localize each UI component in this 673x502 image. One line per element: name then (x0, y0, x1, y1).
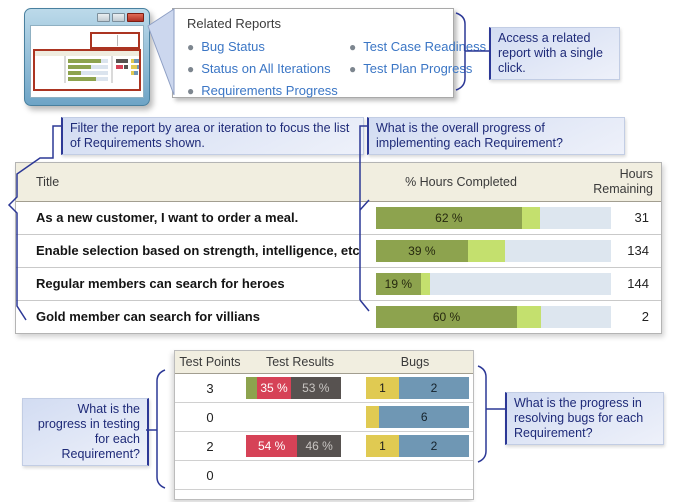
callout-access: Access a related report with a single cl… (489, 27, 620, 80)
yellow-segment: 1 (366, 435, 399, 457)
link-test-plan-progress[interactable]: Test Plan Progress (363, 61, 473, 76)
related-reports-panel: Related Reports ● Bug Status ● Status on A… (172, 8, 486, 98)
browser-content (30, 25, 144, 98)
green-segment (246, 377, 258, 399)
brace-bugs (477, 365, 487, 463)
column-bugs: Bugs (400, 355, 430, 369)
test-results-bar: 35 % 53 % (246, 377, 341, 399)
red-segment: 35 % (257, 377, 291, 399)
requirements-table-header: Title % Hours Completed Hours Remaining (16, 163, 661, 202)
test-table-footer (175, 490, 473, 499)
recently-completed-segment (521, 207, 541, 229)
callout-testing-progress: What is the progress in testing for each… (22, 398, 149, 466)
bullet-icon: ● (349, 62, 357, 76)
hours-remaining-value: 144 (627, 276, 649, 291)
hours-remaining-value: 134 (627, 243, 649, 258)
close-icon (127, 13, 144, 22)
hours-remaining-value: 2 (641, 309, 649, 324)
callout-tail (147, 8, 175, 96)
link-bug-status[interactable]: Bug Status (201, 39, 265, 54)
requirement-row: As a new customer, I want to order a mea… (16, 202, 661, 235)
test-results-bar: 54 % 46 % (246, 435, 341, 457)
column-test-results: Test Results (265, 355, 335, 369)
requirement-title: Gold member can search for villians (36, 309, 260, 324)
hours-completed-bar: 19 % (376, 273, 611, 295)
bullet-icon: ● (349, 40, 357, 54)
requirement-title: Regular members can search for heroes (36, 276, 285, 291)
bugs-bar (366, 464, 469, 486)
callout-overall-progress: What is the overall progress of implemen… (367, 117, 625, 155)
requirement-row: Gold member can search for villians 60 %… (16, 301, 661, 333)
hours-completed-bar: 60 % (376, 306, 611, 328)
test-points-value: 0 (206, 410, 214, 425)
completed-segment: 62 % (376, 207, 522, 229)
recently-completed-segment (467, 240, 506, 262)
completed-segment: 60 % (376, 306, 517, 328)
link-status-on-all-iterations[interactable]: Status on All Iterations (201, 61, 331, 76)
column-title: Title (36, 175, 60, 189)
maximize-icon (112, 13, 125, 22)
hours-completed-bar: 39 % (376, 240, 611, 262)
bugs-bar: 6 (366, 406, 469, 428)
yellow-segment (366, 406, 380, 428)
completed-segment: 19 % (376, 273, 421, 295)
related-reports-highlight-box (90, 32, 140, 49)
completed-segment: 39 % (376, 240, 468, 262)
yellow-segment: 1 (366, 377, 399, 399)
test-table: Test Points Test Results Bugs 3 35 % 53 %… (174, 350, 474, 500)
gray-segment: 53 % (290, 377, 341, 399)
bullet-icon: ● (187, 40, 195, 54)
test-row: 0 (175, 461, 473, 490)
test-table-header: Test Points Test Results Bugs (175, 351, 473, 374)
mini-report-chart (35, 51, 139, 83)
test-row: 0 6 (175, 403, 473, 432)
test-points-value: 2 (206, 439, 214, 454)
recently-completed-segment (420, 273, 431, 295)
red-segment: 54 % (246, 435, 298, 457)
test-points-value: 3 (206, 381, 214, 396)
column-hours-completed: % Hours Completed (405, 175, 517, 189)
link-requirements-progress[interactable]: Requirements Progress (201, 83, 338, 98)
column-hours-remaining: Hours Remaining (593, 167, 653, 196)
requirements-table: Title % Hours Completed Hours Remaining … (15, 162, 662, 334)
browser-window (24, 8, 150, 106)
recently-completed-segment (517, 306, 541, 328)
requirement-title: Enable selection based on strength, inte… (36, 243, 360, 258)
blue-segment: 2 (398, 377, 469, 399)
test-points-value: 0 (206, 468, 214, 483)
report-highlight-box (33, 49, 141, 91)
gray-segment: 46 % (297, 435, 341, 457)
requirement-title: As a new customer, I want to order a mea… (36, 210, 299, 225)
callout-bug-progress: What is the progress in resolving bugs f… (505, 392, 664, 445)
window-controls (97, 13, 144, 22)
link-test-case-readiness[interactable]: Test Case Readiness (363, 39, 487, 54)
blue-segment: 6 (379, 406, 469, 428)
column-test-points: Test Points (179, 355, 241, 369)
callout-filter: Filter the report by area or iteration t… (61, 117, 364, 155)
test-results-bar (246, 464, 341, 486)
hours-completed-bar: 62 % (376, 207, 611, 229)
brace-testing (156, 369, 166, 489)
hours-remaining-value: 31 (634, 210, 649, 225)
requirement-row: Regular members can search for heroes 19… (16, 268, 661, 301)
test-results-bar (246, 406, 341, 428)
bullet-icon: ● (187, 84, 195, 98)
related-reports-title: Related Reports (187, 16, 281, 31)
minimize-icon (97, 13, 110, 22)
bullet-icon: ● (187, 62, 195, 76)
requirement-row: Enable selection based on strength, inte… (16, 235, 661, 268)
blue-segment: 2 (398, 435, 469, 457)
